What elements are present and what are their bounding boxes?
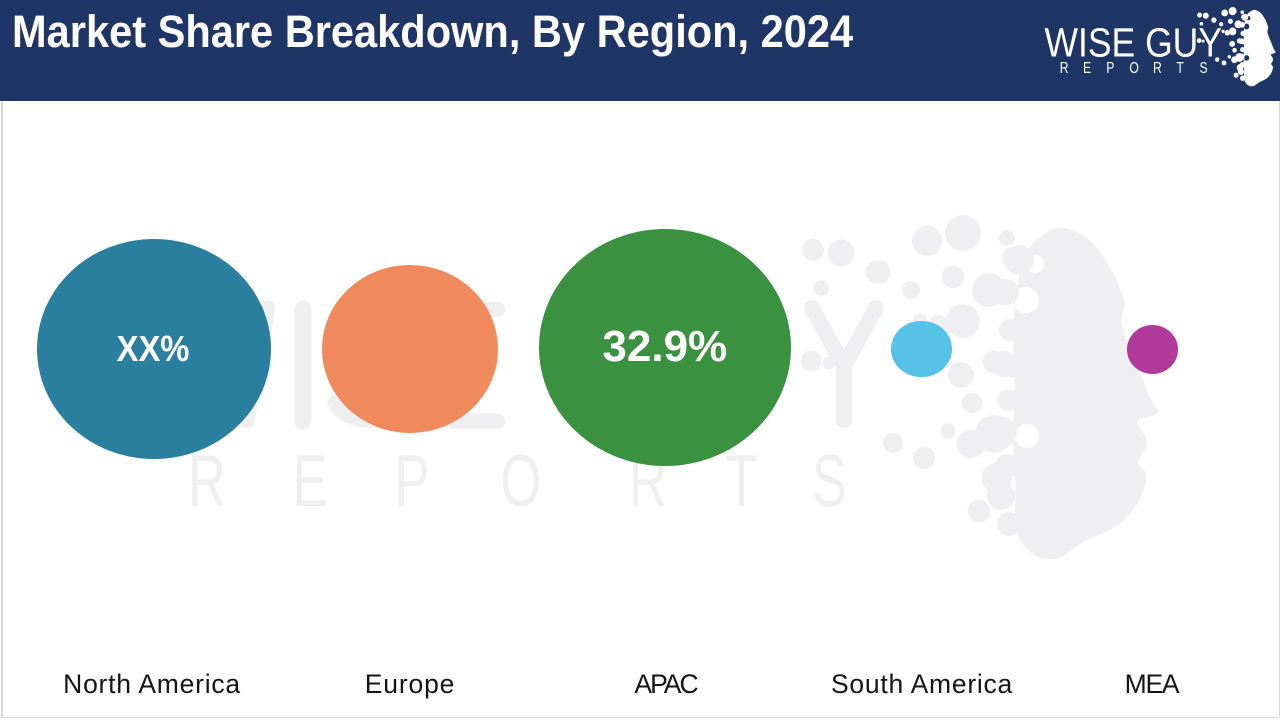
- svg-text:O: O: [1129, 59, 1138, 77]
- svg-text:S: S: [1199, 59, 1207, 77]
- svg-text:E: E: [1083, 59, 1091, 77]
- svg-text:T: T: [725, 441, 757, 522]
- svg-text:T: T: [1176, 59, 1184, 77]
- svg-text:S: S: [812, 441, 847, 522]
- svg-text:P: P: [394, 441, 429, 522]
- svg-text:R: R: [188, 441, 226, 522]
- svg-text:E: E: [292, 441, 327, 522]
- svg-text:P: P: [1106, 59, 1114, 77]
- svg-text:O: O: [501, 441, 542, 522]
- svg-text:WISE GUY: WISE GUY: [1045, 20, 1223, 66]
- svg-text:R: R: [1060, 59, 1069, 77]
- svg-text:R: R: [1153, 59, 1162, 77]
